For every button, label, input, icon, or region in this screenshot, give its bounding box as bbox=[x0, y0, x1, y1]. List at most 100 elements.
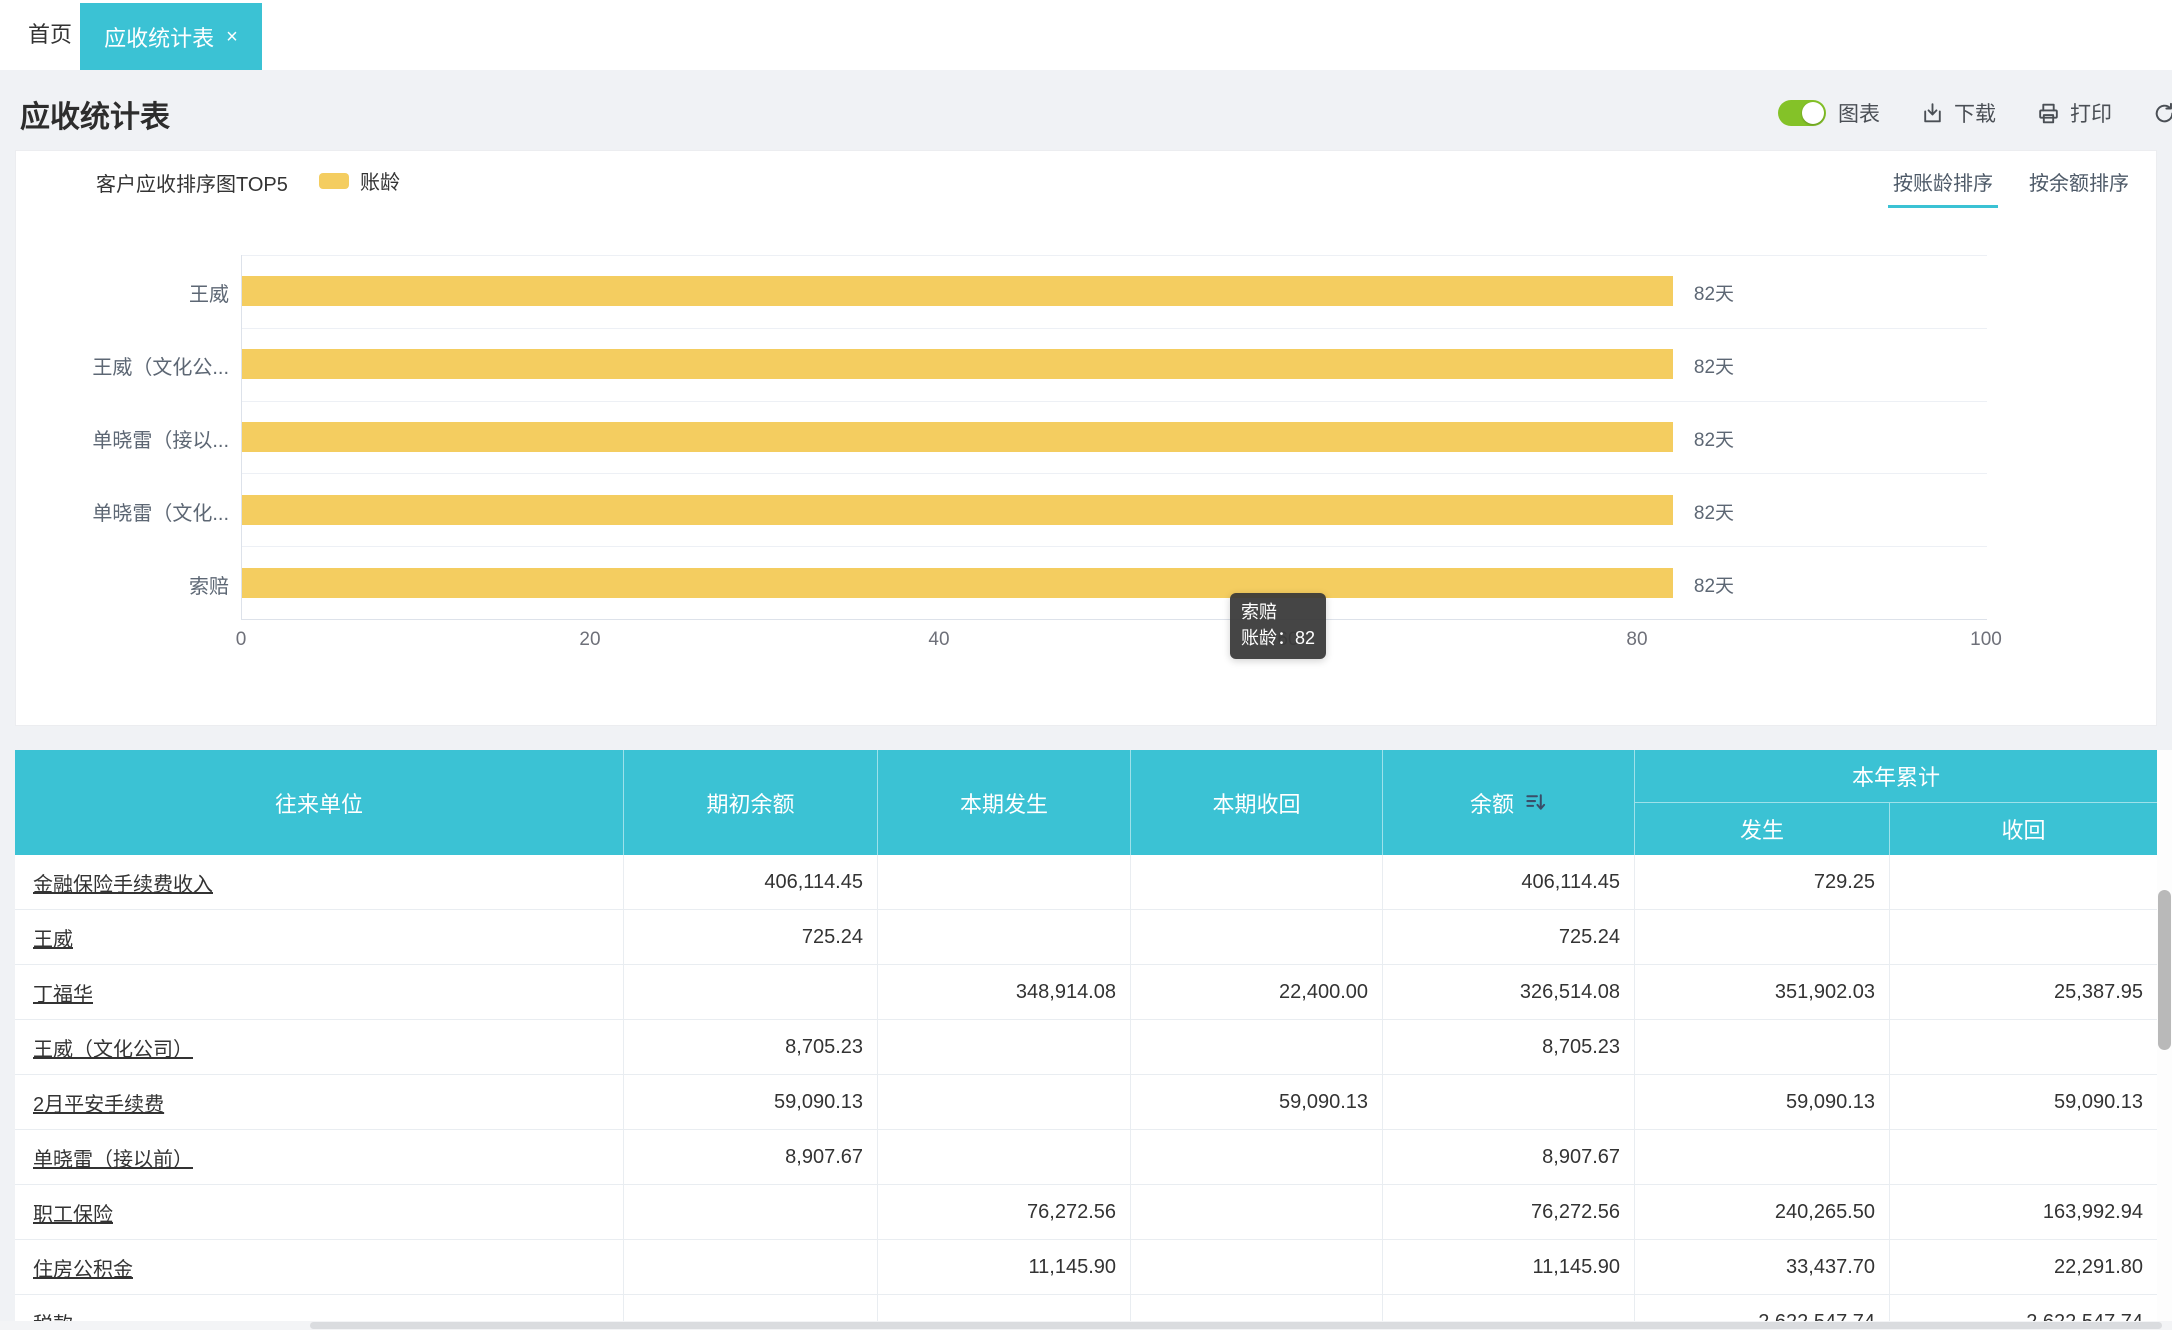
tooltip-category: 索赔 bbox=[1241, 602, 1277, 622]
table-row: 丁福华 348,914.08 22,400.00 326,514.08 351,902.… bbox=[15, 965, 2157, 1020]
bar-category-label: 索赔 bbox=[189, 575, 229, 598]
x-tick-label: 20 bbox=[579, 629, 601, 650]
cell-incurred: 11,145.90 bbox=[878, 1240, 1131, 1294]
cell-received bbox=[1131, 1240, 1383, 1294]
cell-balance: 725.24 bbox=[1383, 910, 1635, 964]
row-name-link[interactable]: 职工保险 bbox=[33, 1203, 113, 1226]
cell-received bbox=[1131, 1185, 1383, 1239]
cell-ytd-received: 25,387.95 bbox=[2054, 980, 2143, 1003]
cell-balance bbox=[1383, 1295, 1635, 1322]
tab-home[interactable]: 首页 bbox=[28, 22, 73, 47]
cell-ytd-incurred bbox=[1635, 1020, 1890, 1074]
cell-opening: 59,090.13 bbox=[624, 1075, 878, 1129]
cell-opening bbox=[624, 1240, 878, 1294]
row-name-link[interactable]: 丁福华 bbox=[33, 983, 93, 1006]
cell-balance: 326,514.08 bbox=[1383, 965, 1635, 1019]
row-name-link[interactable]: 税款 bbox=[33, 1308, 73, 1323]
cell-opening: 406,114.45 bbox=[624, 855, 878, 909]
balance-sort-icon[interactable] bbox=[1524, 791, 1547, 814]
row-name-link[interactable]: 金融保险手续费收入 bbox=[33, 873, 213, 896]
horizontal-scrollbar-thumb[interactable] bbox=[310, 1322, 2162, 1329]
tab-label: 应收统计表 bbox=[104, 25, 215, 51]
cell-ytd-received: 22,291.80 bbox=[2054, 1255, 2143, 1278]
table-header: 往来单位 期初余额 本期发生 本期收回 余额 本年累计 发生 收回 bbox=[15, 750, 2157, 855]
cell-partner: 职工保险 bbox=[15, 1185, 624, 1239]
row-name-link[interactable]: 住房公积金 bbox=[33, 1258, 133, 1281]
table-row: 2月平安手续费 59,090.13 59,090.13 59,090.13 59,090… bbox=[15, 1075, 2157, 1130]
cell-opening bbox=[624, 965, 878, 1019]
tab-close-icon[interactable]: × bbox=[226, 25, 238, 48]
bar-category-label: 单晓雷（文化... bbox=[92, 502, 229, 525]
bar[interactable] bbox=[242, 494, 1673, 525]
band-gridline bbox=[241, 473, 1987, 475]
header-ytd-received: 收回 bbox=[2001, 818, 2046, 843]
refresh-button[interactable]: 刷新 bbox=[2152, 98, 2172, 128]
bar-value-label: 82天 bbox=[1693, 284, 1735, 306]
header-balance-label: 余额 bbox=[1469, 791, 1514, 817]
table-row: 金融保险手续费收入 406,114.45 406,114.45 729.25 bbox=[15, 855, 2157, 910]
chart-sort-tabs: 按账龄排序 按余额排序 bbox=[1888, 167, 2134, 208]
print-icon bbox=[2039, 103, 2058, 123]
bar-category-label: 单晓雷（接以... bbox=[92, 430, 229, 452]
cell-ytd-received bbox=[1890, 1130, 2157, 1184]
row-name-link[interactable]: 王威 bbox=[33, 928, 73, 951]
table-row: 职工保险 76,272.56 76,272.56 240,265.50 163,992.… bbox=[15, 1185, 2157, 1240]
vertical-scrollbar-thumb[interactable] bbox=[2158, 890, 2171, 1050]
cell-ytd-incurred: 2,622,547.74 bbox=[1635, 1295, 1890, 1322]
bar-value-label: 82天 bbox=[1693, 357, 1735, 379]
chart-toggle-knob bbox=[1802, 102, 1824, 124]
download-button[interactable]: 下载 bbox=[1920, 98, 1996, 128]
x-axis-line bbox=[241, 619, 1987, 620]
row-name-link[interactable]: 单晓雷（接以前） bbox=[33, 1148, 193, 1171]
cell-balance: 11,145.90 bbox=[1383, 1240, 1635, 1294]
bar[interactable] bbox=[242, 349, 1673, 380]
bar[interactable] bbox=[242, 422, 1673, 452]
table-row: 王威（文化公司） 8,705.23 8,705.23 bbox=[15, 1020, 2157, 1075]
cell-opening: 8,705.23 bbox=[624, 1020, 878, 1074]
cell-partner: 单晓雷（接以前） bbox=[15, 1130, 624, 1184]
tab-receivable-stats[interactable]: 应收统计表 × bbox=[80, 3, 262, 70]
sort-tab-by-aging[interactable]: 按账龄排序 bbox=[1888, 167, 1998, 208]
header-balance: 余额 bbox=[1383, 750, 1635, 855]
cell-balance: 76,272.56 bbox=[1383, 1185, 1635, 1239]
chart-legend[interactable]: 账龄 bbox=[319, 166, 400, 195]
x-tick-label: 40 bbox=[928, 629, 950, 650]
cell-incurred bbox=[878, 1295, 1131, 1322]
cell-ytd-incurred: 729.25 bbox=[1635, 855, 1890, 909]
x-tick-label: 0 bbox=[235, 629, 247, 650]
legend-label: 账龄 bbox=[360, 172, 400, 194]
band-gridline bbox=[241, 327, 1987, 329]
row-name-link[interactable]: 2月平安手续费 bbox=[33, 1093, 165, 1116]
cell-partner: 金融保险手续费收入 bbox=[15, 855, 624, 909]
bar[interactable] bbox=[242, 276, 1673, 307]
cell-opening bbox=[624, 1295, 878, 1322]
cell-incurred bbox=[878, 1020, 1131, 1074]
row-name-link[interactable]: 王威（文化公司） bbox=[33, 1038, 193, 1061]
header-opening-balance: 期初余额 bbox=[624, 750, 878, 855]
bar[interactable] bbox=[242, 567, 1673, 598]
page-title: 应收统计表 bbox=[20, 101, 170, 134]
cell-ytd-incurred: 59,090.13 bbox=[1635, 1075, 1890, 1129]
header-period-received: 本期收回 bbox=[1131, 750, 1383, 855]
band-gridline bbox=[241, 400, 1987, 402]
cell-received bbox=[1131, 855, 1383, 909]
y-axis-line bbox=[241, 255, 242, 619]
cell-partner: 住房公积金 bbox=[15, 1240, 624, 1294]
table-row: 税款 2,622,547.74 2,622,547.74 bbox=[15, 1295, 2157, 1322]
table-row: 单晓雷（接以前） 8,907.67 8,907.67 bbox=[15, 1130, 2157, 1185]
x-tick-label: 100 bbox=[1970, 629, 2002, 650]
sort-tab-by-balance[interactable]: 按余额排序 bbox=[2029, 173, 2129, 195]
cell-partner: 王威（文化公司） bbox=[15, 1020, 624, 1074]
vertical-scrollbar bbox=[2157, 750, 2172, 1322]
chart-card: 客户应收排序图TOP5 账龄 按账龄排序 按余额排序 索赔 账龄：82 王威 82… bbox=[15, 150, 2157, 726]
cell-ytd-incurred bbox=[1635, 1130, 1890, 1184]
cell-ytd-received bbox=[1890, 855, 2157, 909]
chart-toggle[interactable] bbox=[1778, 100, 1826, 126]
cell-incurred bbox=[878, 855, 1131, 909]
chart-tooltip: 索赔 账龄：82 bbox=[1230, 593, 1327, 659]
refresh-icon bbox=[2155, 102, 2172, 122]
cell-ytd-received: 2,622,547.74 bbox=[2026, 1310, 2143, 1323]
cell-ytd-received: 163,992.94 bbox=[2042, 1200, 2143, 1223]
print-button[interactable]: 打印 bbox=[2036, 98, 2112, 128]
cell-incurred bbox=[878, 1075, 1131, 1129]
